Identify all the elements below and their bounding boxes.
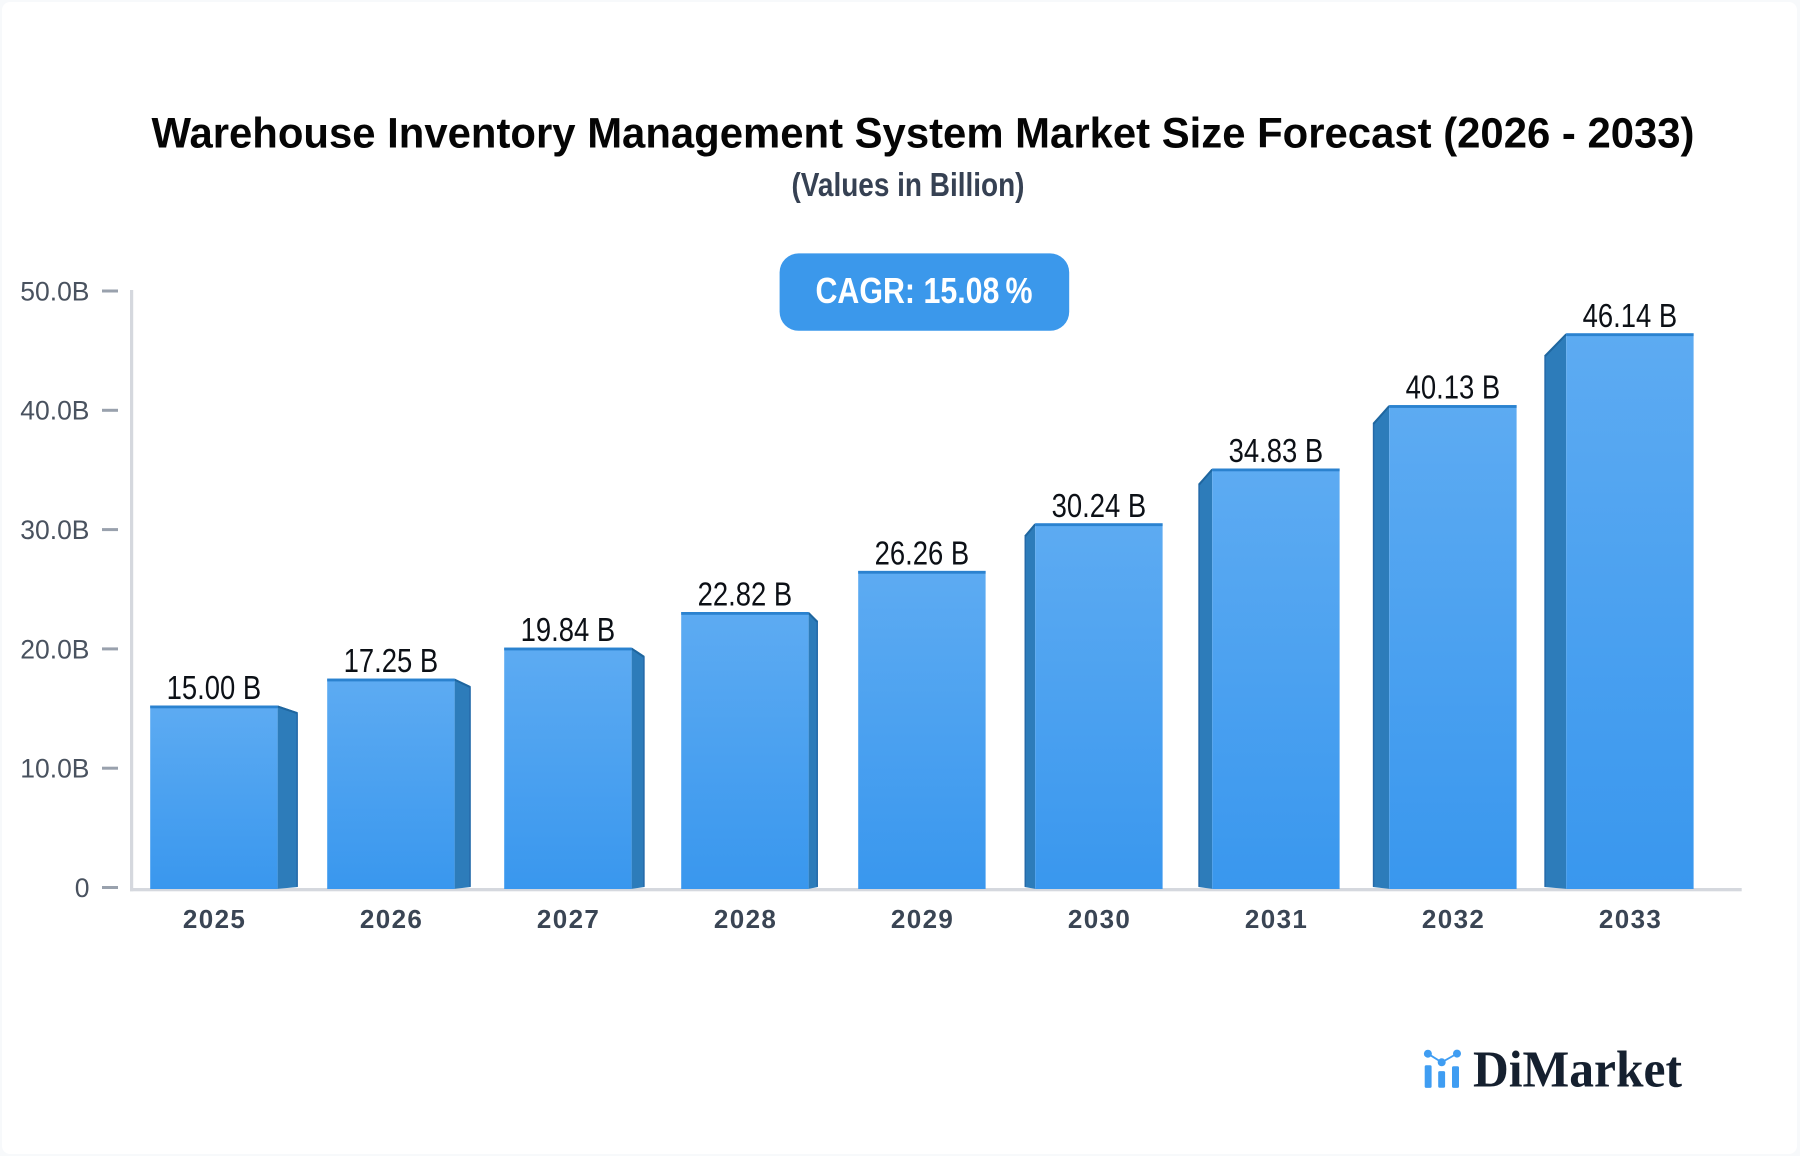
- svg-text:2033: 2033: [1599, 904, 1661, 934]
- svg-text:46.14 B: 46.14 B: [1583, 298, 1678, 335]
- svg-text:2030: 2030: [1068, 904, 1130, 934]
- svg-text:34.83 B: 34.83 B: [1229, 433, 1324, 470]
- svg-text:CAGR: 15.08 %: CAGR: 15.08 %: [816, 270, 1033, 311]
- svg-text:2032: 2032: [1422, 904, 1484, 934]
- svg-text:2025: 2025: [183, 904, 245, 934]
- svg-text:20.0B: 20.0B: [20, 634, 89, 664]
- svg-text:19.84 B: 19.84 B: [521, 612, 616, 649]
- svg-text:Warehouse Inventory Management: Warehouse Inventory Management System Ma…: [152, 110, 1695, 158]
- svg-text:2029: 2029: [891, 904, 953, 934]
- svg-text:40.0B: 40.0B: [20, 396, 89, 426]
- svg-text:10.0B: 10.0B: [20, 754, 89, 784]
- svg-text:DiMarket: DiMarket: [1473, 1042, 1683, 1099]
- svg-text:40.13 B: 40.13 B: [1406, 370, 1501, 407]
- svg-text:17.25 B: 17.25 B: [344, 643, 439, 680]
- svg-text:22.82 B: 22.82 B: [698, 577, 793, 614]
- svg-text:2031: 2031: [1245, 904, 1307, 934]
- svg-text:26.26 B: 26.26 B: [875, 535, 970, 572]
- svg-text:0: 0: [75, 873, 90, 903]
- svg-text:30.0B: 30.0B: [20, 515, 89, 545]
- svg-text:(Values in Billion): (Values in Billion): [792, 166, 1025, 203]
- svg-text:15.00 B: 15.00 B: [167, 670, 262, 707]
- svg-text:2028: 2028: [714, 904, 776, 934]
- svg-text:2027: 2027: [537, 904, 599, 934]
- svg-text:50.0B: 50.0B: [20, 276, 89, 306]
- svg-text:30.24 B: 30.24 B: [1052, 488, 1147, 525]
- svg-text:2026: 2026: [360, 904, 422, 934]
